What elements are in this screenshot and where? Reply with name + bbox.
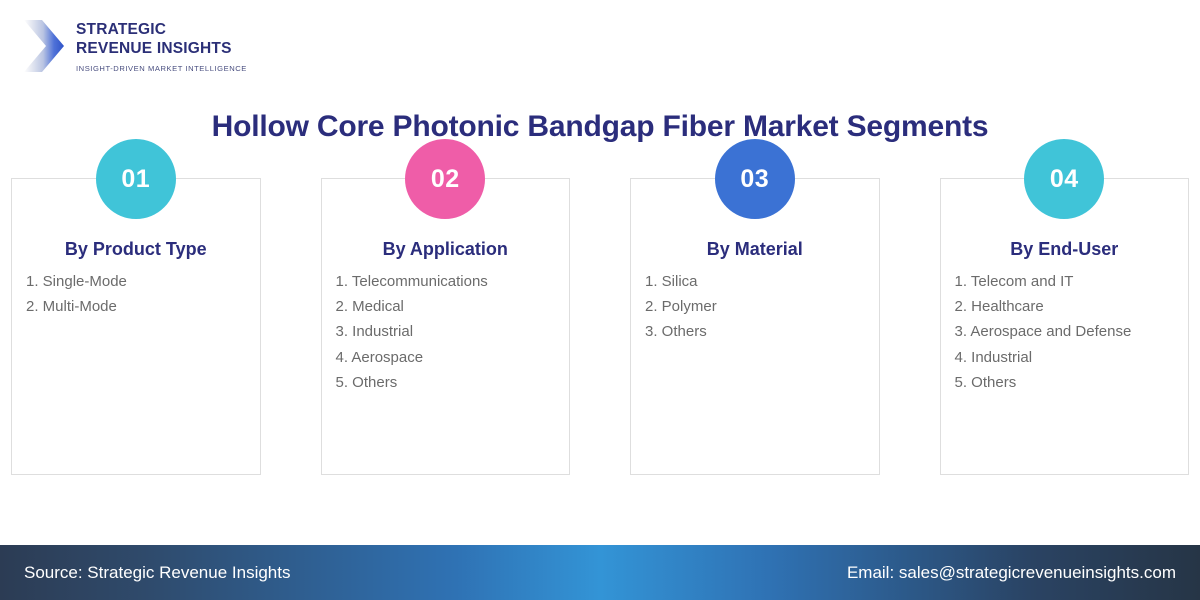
segment-list-4: 1. Telecom and IT 2. Healthcare 3. Aeros… — [941, 269, 1189, 395]
segment-card-2: 02 By Application 1. Telecommunications … — [320, 139, 570, 475]
footer-source-text: Source: Strategic Revenue Insights — [24, 562, 291, 582]
list-item: 5. Others — [335, 373, 398, 391]
list-item: 3. Industrial — [335, 323, 414, 341]
segment-heading-3: By Material — [706, 239, 803, 259]
list-item: 2. Healthcare — [954, 298, 1044, 316]
brand-name-line2: REVENUE INSIGHTS — [76, 39, 232, 57]
brand-logo: STRATEGIC REVENUE INSIGHTS INSIGHT-DRIVE… — [22, 18, 247, 74]
chevron-logo-icon — [24, 20, 64, 72]
segment-card-3: 03 By Material 1. Silica 2. Polymer 3. O… — [630, 139, 880, 475]
list-item: 4. Industrial — [954, 348, 1033, 366]
segment-heading-4: By End-User — [1010, 239, 1119, 259]
segment-heading-1: By Product Type — [64, 239, 207, 259]
segment-card-1: 01 By Product Type 1. Single-Mode 2. Mul… — [11, 139, 261, 475]
segment-heading-2: By Application — [382, 239, 508, 259]
brand-wordmark: STRATEGIC REVENUE INSIGHTS INSIGHT-DRIVE… — [76, 19, 247, 72]
list-item: 1. Silica — [645, 273, 698, 290]
list-item: 4. Aerospace — [335, 348, 424, 366]
list-item: 1. Single-Mode — [26, 273, 127, 290]
list-item: 1. Telecom and IT — [954, 273, 1074, 290]
list-item: 1. Telecommunications — [335, 273, 488, 290]
list-item: 5. Others — [954, 373, 1017, 391]
list-item: 3. Others — [645, 323, 707, 341]
segment-number-badge-2: 02 — [405, 139, 486, 219]
list-item: 2. Medical — [335, 298, 404, 316]
segment-number-badge-4: 04 — [1024, 139, 1105, 219]
page-title: Hollow Core Photonic Bandgap Fiber Marke… — [211, 110, 989, 144]
list-item: 2. Multi-Mode — [26, 298, 117, 316]
footer-email-text: Email: sales@strategicrevenueinsights.co… — [846, 562, 1176, 582]
brand-name-line1: STRATEGIC — [76, 21, 167, 39]
list-item: 2. Polymer — [645, 298, 717, 316]
footer-bar: Source: Strategic Revenue Insights Email… — [0, 545, 1200, 600]
segment-number-badge-3: 03 — [714, 139, 795, 219]
segment-list-2: 1. Telecommunications 2. Medical 3. Indu… — [322, 269, 570, 395]
segment-number-badge-1: 01 — [95, 139, 176, 219]
segment-list-3: 1. Silica 2. Polymer 3. Others — [631, 269, 879, 345]
brand-tagline: INSIGHT-DRIVEN MARKET INTELLIGENCE — [76, 63, 247, 73]
segment-cards: 01 By Product Type 1. Single-Mode 2. Mul… — [11, 139, 1189, 475]
segment-list-1: 1. Single-Mode 2. Multi-Mode — [12, 269, 260, 319]
list-item: 3. Aerospace and Defense — [954, 323, 1132, 341]
segment-card-4: 04 By End-User 1. Telecom and IT 2. Heal… — [939, 139, 1189, 475]
